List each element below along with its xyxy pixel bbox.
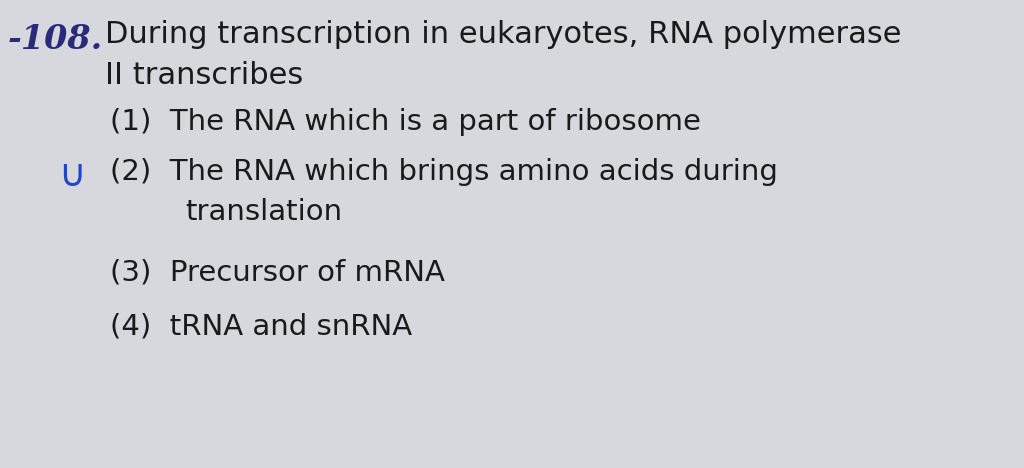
Text: translation: translation [185,198,342,226]
Text: -108.: -108. [8,23,103,56]
Text: ∪: ∪ [58,158,85,194]
Text: (1)  The RNA which is a part of ribosome: (1) The RNA which is a part of ribosome [110,108,700,136]
Text: II transcribes: II transcribes [105,61,303,90]
Text: During transcription in eukaryotes, RNA polymerase: During transcription in eukaryotes, RNA … [105,20,901,49]
Text: (2)  The RNA which brings amino acids during: (2) The RNA which brings amino acids dur… [110,158,778,186]
Text: (3)  Precursor of mRNA: (3) Precursor of mRNA [110,258,444,286]
Text: (4)  tRNA and snRNA: (4) tRNA and snRNA [110,313,412,341]
